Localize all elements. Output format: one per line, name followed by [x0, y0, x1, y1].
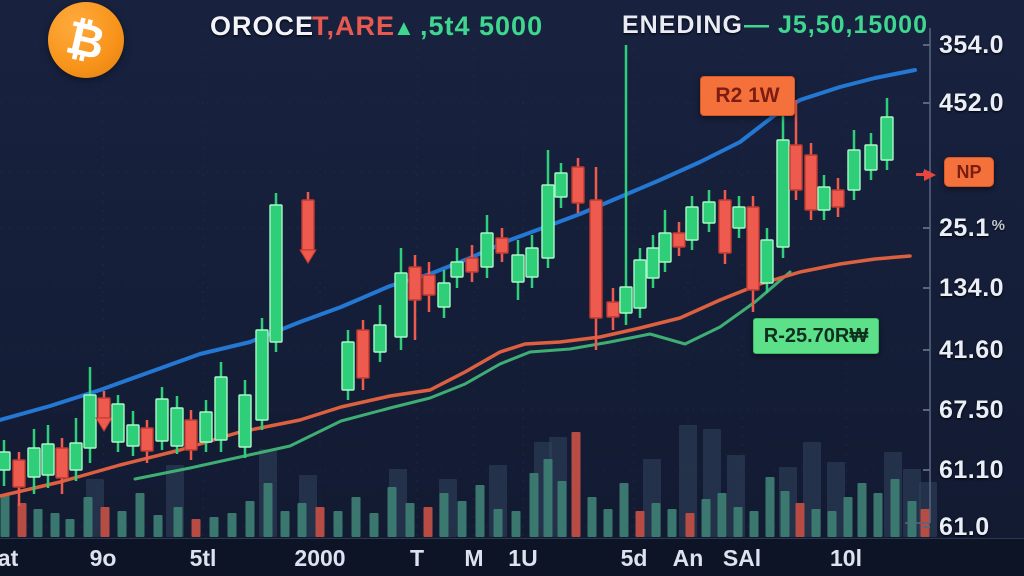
y-tick-label: 61.10	[939, 456, 1005, 484]
x-tick-label: 2000	[294, 545, 346, 571]
percent-glyph-icon: %	[991, 217, 1006, 234]
signal-badge: R-25.70R₩	[753, 318, 879, 354]
x-tick-label: T	[409, 545, 425, 571]
x-tick-label: at	[0, 545, 19, 571]
current-price-badge: NP	[944, 157, 994, 187]
current-price-arrow-tail	[916, 173, 926, 176]
x-tick-label: M	[464, 545, 484, 571]
up-arrow-icon: ▲	[393, 15, 416, 40]
x-tick-label: SAl	[722, 545, 762, 571]
page-title: OROCE	[210, 11, 315, 41]
x-tick-label: 1U	[508, 545, 538, 571]
y-tick-label: 134.0	[939, 274, 1005, 302]
bitcoin-logo-icon: ₿	[48, 2, 124, 78]
resistance-badge: R2 1W	[700, 76, 795, 116]
current-price-arrow-icon	[924, 169, 936, 181]
x-axis[interactable]: at 9o 5tl 2000 T M 1U 5d An SAl 10l	[0, 538, 1024, 576]
trend-status-label: ENEDING	[622, 11, 743, 39]
y-tick-label: 25.1%	[939, 214, 1006, 242]
price-change-value: ,5t4 5000	[420, 11, 544, 41]
bitcoin-glyph: ₿	[61, 10, 111, 70]
y-tick-label: 354.0	[939, 31, 1005, 59]
y-tick-label: 67.50	[939, 396, 1005, 424]
x-tick-label: 9o	[89, 545, 117, 571]
y-tick-label: 61.0	[939, 513, 990, 541]
x-tick-label: 5d	[620, 545, 648, 571]
pair-label: T,ARE	[312, 11, 396, 41]
x-tick-label: 10l	[830, 545, 862, 571]
x-tick-label: An	[672, 545, 704, 571]
x-tick-label: 5tl	[189, 545, 217, 571]
trend-status-value: — J5,50,15000	[744, 11, 928, 39]
y-tick-label: 41.60	[939, 336, 1005, 364]
y-tick-label: 452.0	[939, 89, 1005, 117]
